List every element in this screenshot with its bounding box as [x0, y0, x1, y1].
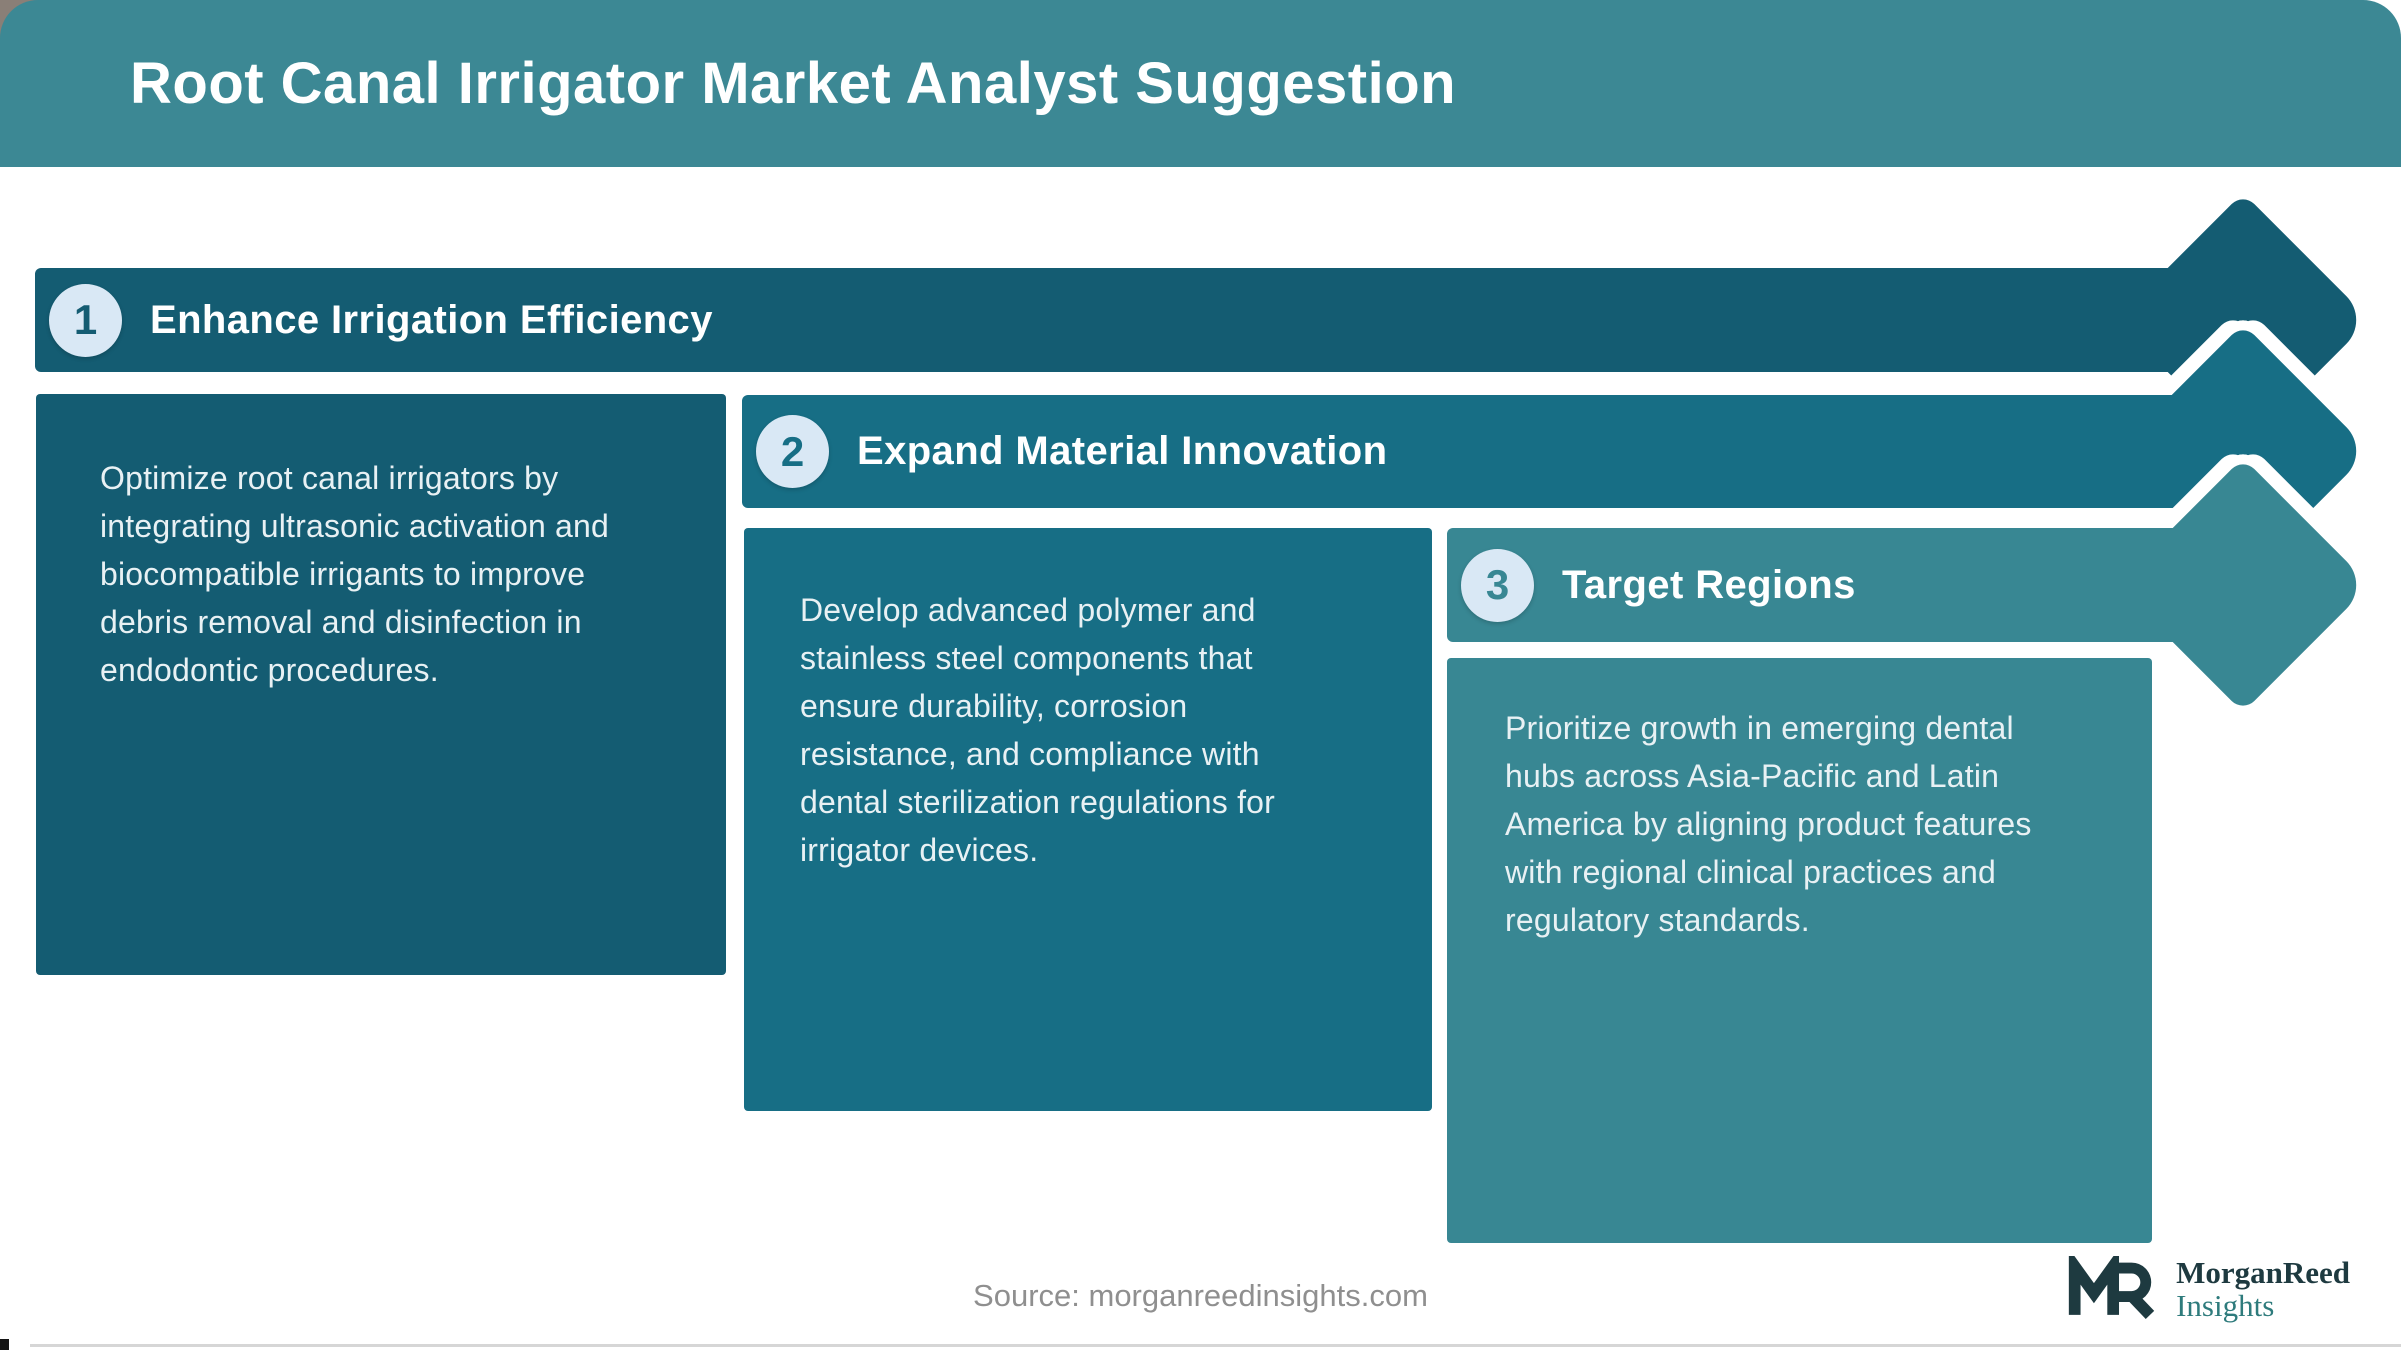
- step-description-box-1: Optimize root canal irrigators by integr…: [36, 394, 726, 975]
- brand-logo-text: MorganReed Insights: [2176, 1256, 2350, 1323]
- step-description-box-3: Prioritize growth in emerging dental hub…: [1447, 658, 2152, 1243]
- source-text: Source: morganreedinsights.com: [973, 1278, 1428, 1313]
- bottom-divider: [30, 1344, 2401, 1347]
- mr-monogram-icon: [2068, 1256, 2155, 1320]
- brand-logo: MorganReed Insights: [2068, 1256, 2350, 1323]
- step-number: 2: [780, 427, 805, 475]
- step-title: Enhance Irrigation Efficiency: [150, 297, 713, 342]
- step-number-badge: 1: [49, 283, 122, 357]
- step-banner-2: 2 Expand Material Innovation: [742, 395, 2248, 508]
- step-description: Optimize root canal irrigators by integr…: [100, 460, 610, 688]
- brand-name: MorganReed: [2176, 1255, 2350, 1290]
- step-number: 3: [1485, 561, 1510, 608]
- brand-subname: Insights: [2176, 1288, 2275, 1324]
- step-description-box-2: Develop advanced polymer and stainless s…: [744, 528, 1432, 1111]
- step-description: Develop advanced polymer and stainless s…: [800, 592, 1276, 868]
- step-description: Prioritize growth in emerging dental hub…: [1505, 710, 2032, 938]
- step-title: Target Regions: [1562, 562, 1856, 607]
- page-title: Root Canal Irrigator Market Analyst Sugg…: [130, 51, 1457, 116]
- step-banner-3: 3 Target Regions: [1447, 528, 2248, 642]
- step-title: Expand Material Innovation: [857, 429, 1388, 473]
- step-number: 1: [73, 296, 98, 343]
- step-number-badge: 3: [1461, 548, 1534, 622]
- bottom-corner-artifact: [0, 1339, 9, 1350]
- step-number-badge: 2: [756, 415, 829, 488]
- header-bar: Root Canal Irrigator Market Analyst Sugg…: [0, 0, 2401, 167]
- step-banner-1: 1 Enhance Irrigation Efficiency: [35, 268, 2248, 372]
